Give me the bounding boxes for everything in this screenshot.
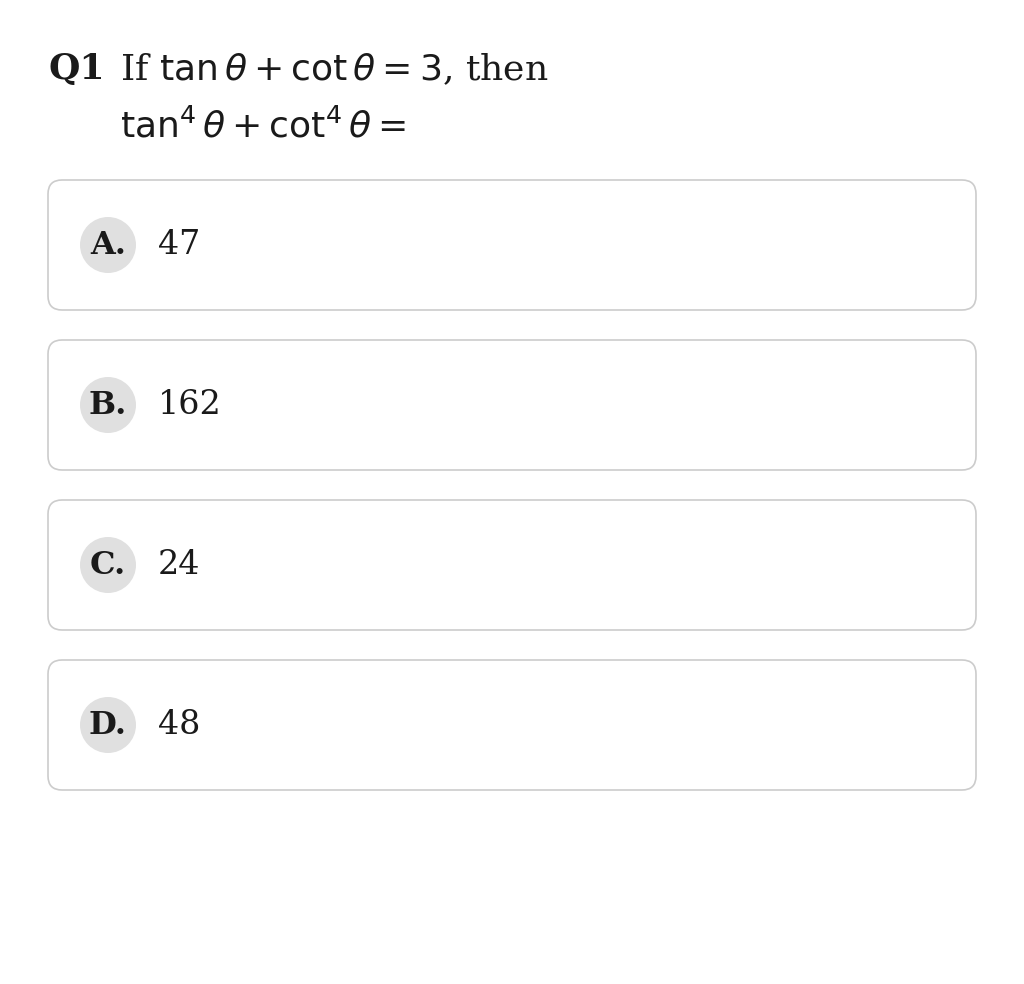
Text: If $\tan\theta + \cot\theta = 3$, then: If $\tan\theta + \cot\theta = 3$, then — [120, 52, 549, 88]
Text: $\tan^4\theta + \cot^4\theta =$: $\tan^4\theta + \cot^4\theta =$ — [120, 108, 407, 145]
Text: 48: 48 — [158, 709, 201, 741]
Text: A.: A. — [90, 229, 126, 261]
Text: Q1: Q1 — [48, 52, 104, 86]
Text: 162: 162 — [158, 389, 222, 421]
Circle shape — [80, 537, 136, 593]
FancyBboxPatch shape — [48, 660, 976, 790]
FancyBboxPatch shape — [48, 500, 976, 630]
FancyBboxPatch shape — [48, 180, 976, 310]
Circle shape — [80, 217, 136, 273]
FancyBboxPatch shape — [48, 340, 976, 470]
Circle shape — [80, 697, 136, 753]
Circle shape — [80, 377, 136, 433]
Text: C.: C. — [90, 549, 126, 581]
Text: D.: D. — [89, 709, 127, 741]
Text: 24: 24 — [158, 549, 201, 581]
Text: B.: B. — [89, 390, 127, 420]
Text: 47: 47 — [158, 229, 201, 261]
